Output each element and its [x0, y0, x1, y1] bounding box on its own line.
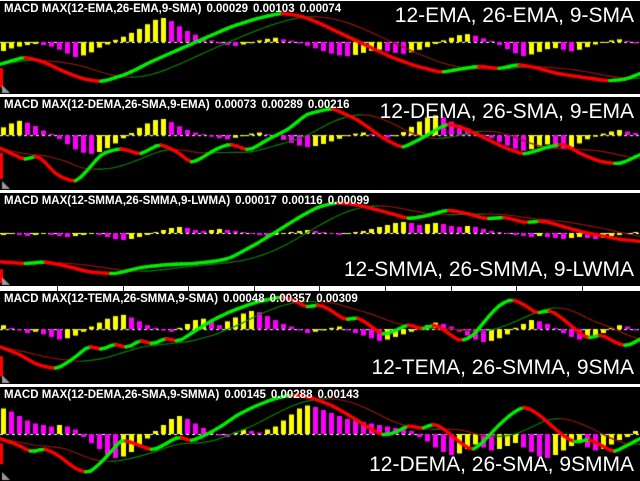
indicator-name: MACD MAX(12-EMA,26-EMA,9-SMA): [4, 3, 202, 15]
time-axis-tick: [253, 286, 255, 291]
indicator-label-3: MACD MAX(12-SMMA,26-SMMA,9-LWMA) 0.00017 0…: [4, 195, 374, 207]
time-axis-tick: [122, 286, 124, 291]
time-scale-strip: [0, 286, 640, 291]
time-axis-tick: [450, 286, 452, 291]
indicator-value-2: 0.00288: [270, 389, 313, 401]
panel-separator-4: [0, 384, 640, 387]
time-axis-tick: [516, 286, 518, 291]
indicator-value-2: 0.00289: [261, 99, 303, 111]
indicator-label-1: MACD MAX(12-EMA,26-EMA,9-SMA) 0.00029 0.00…: [4, 3, 346, 15]
macd-chart-canvas-1[interactable]: [0, 1, 640, 94]
indicator-value-3: 0.00216: [307, 99, 350, 111]
indicator-value-2: 0.00116: [281, 195, 323, 207]
macd-chart-canvas-5[interactable]: [0, 387, 640, 481]
macd-panel-4: MACD MAX(12-TEMA,26-SMMA,9-SMA) 0.00048 0.…: [0, 291, 640, 384]
macd-chart-canvas-2[interactable]: [0, 97, 640, 190]
macd-panel-3: MACD MAX(12-SMMA,26-SMMA,9-LWMA) 0.00017 0…: [0, 193, 640, 286]
indicator-label-4: MACD MAX(12-TEMA,26-SMMA,9-SMA) 0.00048 0.…: [4, 293, 363, 305]
indicator-label-5: MACD MAX(12-DEMA,26-SMA,9-SMMA) 0.00145 0.…: [4, 389, 364, 401]
panel-caption-3: 12-SMMA, 26-SMMA, 9-LWMA: [343, 258, 634, 281]
macd-panel-5: MACD MAX(12-DEMA,26-SMA,9-SMMA) 0.00145 0.…: [0, 387, 640, 481]
indicator-value-2: 0.00103: [253, 3, 295, 15]
macd-panel-1: MACD MAX(12-EMA,26-EMA,9-SMA) 0.00029 0.00…: [0, 1, 640, 94]
time-axis-tick: [385, 286, 386, 291]
indicator-value-3: 0.00074: [299, 3, 342, 15]
macd-panel-2: MACD MAX(12-DEMA,26-SMA,9-EMA) 0.00073 0.0…: [0, 97, 640, 190]
indicator-name: MACD MAX(12-DEMA,26-SMA,9-SMMA): [4, 389, 220, 401]
indicator-value-3: 0.00099: [327, 195, 370, 207]
macd-chart-canvas-3[interactable]: [0, 193, 640, 286]
panel-separator-2: [0, 190, 640, 193]
time-axis-tick: [188, 286, 190, 291]
time-axis-tick: [581, 286, 583, 291]
time-axis-tick: [319, 286, 321, 291]
time-axis-tick: [57, 286, 58, 291]
macd-chart-canvas-4[interactable]: [0, 291, 640, 384]
panel-caption-1: 12-EMA, 26-EMA, 9-SMA: [394, 4, 634, 27]
indicator-name: MACD MAX(12-TEMA,26-SMMA,9-SMA): [4, 293, 219, 305]
indicator-name: MACD MAX(12-DEMA,26-SMA,9-EMA): [4, 99, 210, 111]
panel-separator-1: [0, 94, 640, 97]
panel-caption-2: 12-DEMA, 26-SMA, 9-EMA: [379, 100, 634, 123]
indicator-label-2: MACD MAX(12-DEMA,26-SMA,9-EMA) 0.00073 0.0…: [4, 99, 354, 111]
panel-caption-4: 12-TEMA, 26-SMMA, 9SMA: [371, 356, 634, 379]
indicator-value-1: 0.00048: [223, 293, 265, 305]
indicator-value-2: 0.00357: [269, 293, 312, 305]
indicator-value-1: 0.00145: [224, 389, 266, 401]
indicator-value-1: 0.00073: [214, 99, 257, 111]
panel-caption-5: 12-DEMA, 26-SMA, 9SMMA: [369, 453, 634, 476]
indicator-value-1: 0.00029: [206, 3, 249, 15]
indicator-value-1: 0.00017: [235, 195, 277, 207]
indicator-name: MACD MAX(12-SMMA,26-SMMA,9-LWMA): [4, 195, 231, 207]
indicator-value-3: 0.00309: [316, 293, 358, 305]
indicator-value-3: 0.00143: [317, 389, 360, 401]
